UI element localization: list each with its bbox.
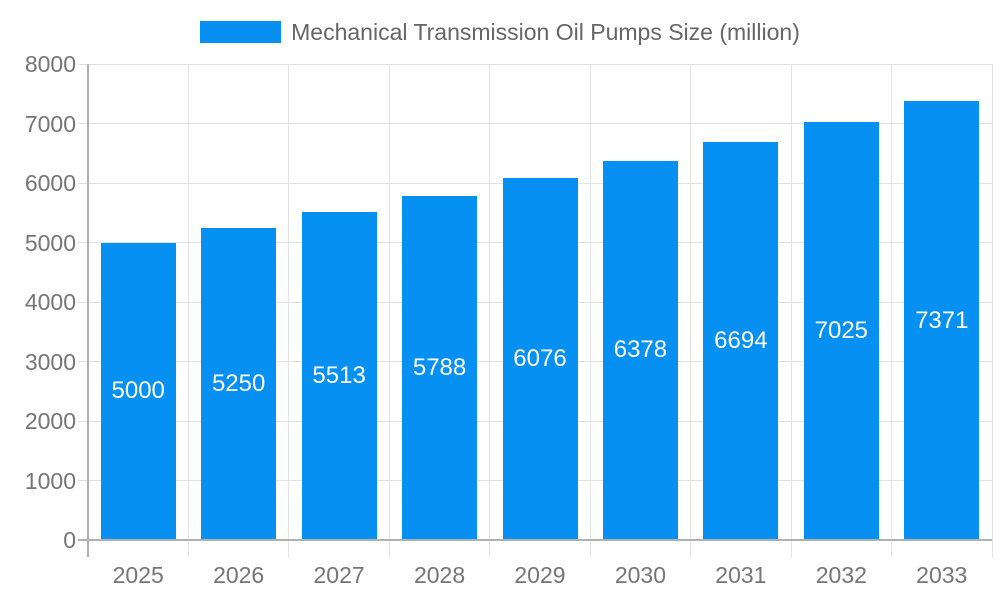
x-axis-tick-label: 2027 — [313, 562, 365, 588]
chart-legend[interactable]: Mechanical Transmission Oil Pumps Size (… — [0, 17, 1000, 47]
x-axis-tick — [891, 540, 893, 557]
y-axis-tick-label: 6000 — [24, 170, 76, 196]
x-axis-tick-label: 2032 — [815, 562, 867, 588]
y-axis-tick-label: 3000 — [24, 348, 76, 375]
legend-swatch-icon — [200, 21, 282, 43]
x-axis-tick-label: 2031 — [715, 562, 767, 588]
y-axis-tick-label: 0 — [63, 527, 76, 553]
x-gridline — [790, 64, 792, 540]
x-axis-tick-label: 2025 — [112, 562, 164, 588]
x-axis-tick-label: 2026 — [213, 562, 265, 588]
y-axis-tick-label: 8000 — [24, 51, 76, 77]
y-axis-tick — [78, 123, 88, 124]
x-axis-tick — [388, 540, 390, 557]
x-gridline — [891, 64, 893, 540]
bar-2027[interactable]: 5513 — [301, 211, 377, 540]
bar-value-label: 5000 — [111, 377, 165, 405]
y-axis-tick-label: 1000 — [24, 467, 76, 494]
x-axis-tick — [187, 540, 189, 557]
x-axis-tick-label: 2029 — [514, 562, 566, 588]
bar-value-label: 6378 — [613, 336, 668, 364]
y-axis-tick — [78, 420, 88, 422]
x-axis-tick-label: 2033 — [916, 562, 968, 588]
legend-label: Mechanical Transmission Oil Pumps Size (… — [291, 18, 800, 45]
x-axis-tick — [589, 540, 591, 557]
bar-value-label: 5513 — [312, 361, 366, 389]
y-axis-tick-label: 2000 — [24, 408, 76, 434]
bar-2031[interactable]: 6694 — [703, 141, 779, 540]
x-gridline — [690, 64, 692, 540]
x-axis-tick — [690, 540, 692, 557]
bar-2028[interactable]: 5788 — [402, 195, 478, 540]
bar-value-label: 7025 — [814, 316, 869, 344]
x-gridline — [489, 64, 491, 540]
y-gridline — [88, 123, 992, 124]
bar-2025[interactable]: 5000 — [100, 242, 176, 540]
x-axis-tick — [288, 540, 290, 557]
x-axis-tick — [489, 540, 491, 557]
bar-value-label: 6076 — [513, 345, 567, 373]
bar-value-label: 7371 — [915, 306, 969, 334]
x-gridline — [288, 64, 290, 540]
x-axis-tick-label: 2030 — [614, 562, 667, 588]
x-gridline — [589, 64, 591, 540]
y-axis-tick — [78, 361, 88, 362]
y-axis-tick-label: 5000 — [24, 229, 76, 256]
bar-2029[interactable]: 6076 — [502, 178, 578, 540]
x-axis-tick — [790, 540, 792, 557]
y-axis-tick — [78, 63, 88, 65]
x-gridline — [991, 64, 993, 540]
x-axis-tick-label: 2028 — [413, 562, 466, 588]
y-axis-tick — [78, 480, 88, 481]
x-axis-tick — [991, 540, 993, 557]
bar-2026[interactable]: 5250 — [201, 227, 277, 540]
y-axis-tick-label: 4000 — [24, 289, 76, 315]
bar-value-label: 5788 — [412, 353, 467, 381]
y-axis-tick — [78, 242, 88, 243]
x-gridline — [388, 64, 390, 540]
bar-2033[interactable]: 7371 — [904, 101, 980, 540]
x-gridline — [187, 64, 189, 540]
bar-value-label: 5250 — [211, 369, 266, 397]
y-axis-tick — [78, 182, 88, 184]
y-axis-tick — [78, 301, 88, 303]
bar-2032[interactable]: 7025 — [803, 122, 879, 540]
y-axis-line — [87, 64, 89, 557]
y-axis-tick-label: 7000 — [24, 110, 76, 137]
bar-value-label: 6694 — [714, 326, 768, 354]
x-axis-line — [78, 539, 992, 541]
bar-2030[interactable]: 6378 — [602, 160, 678, 540]
y-gridline — [88, 63, 992, 65]
